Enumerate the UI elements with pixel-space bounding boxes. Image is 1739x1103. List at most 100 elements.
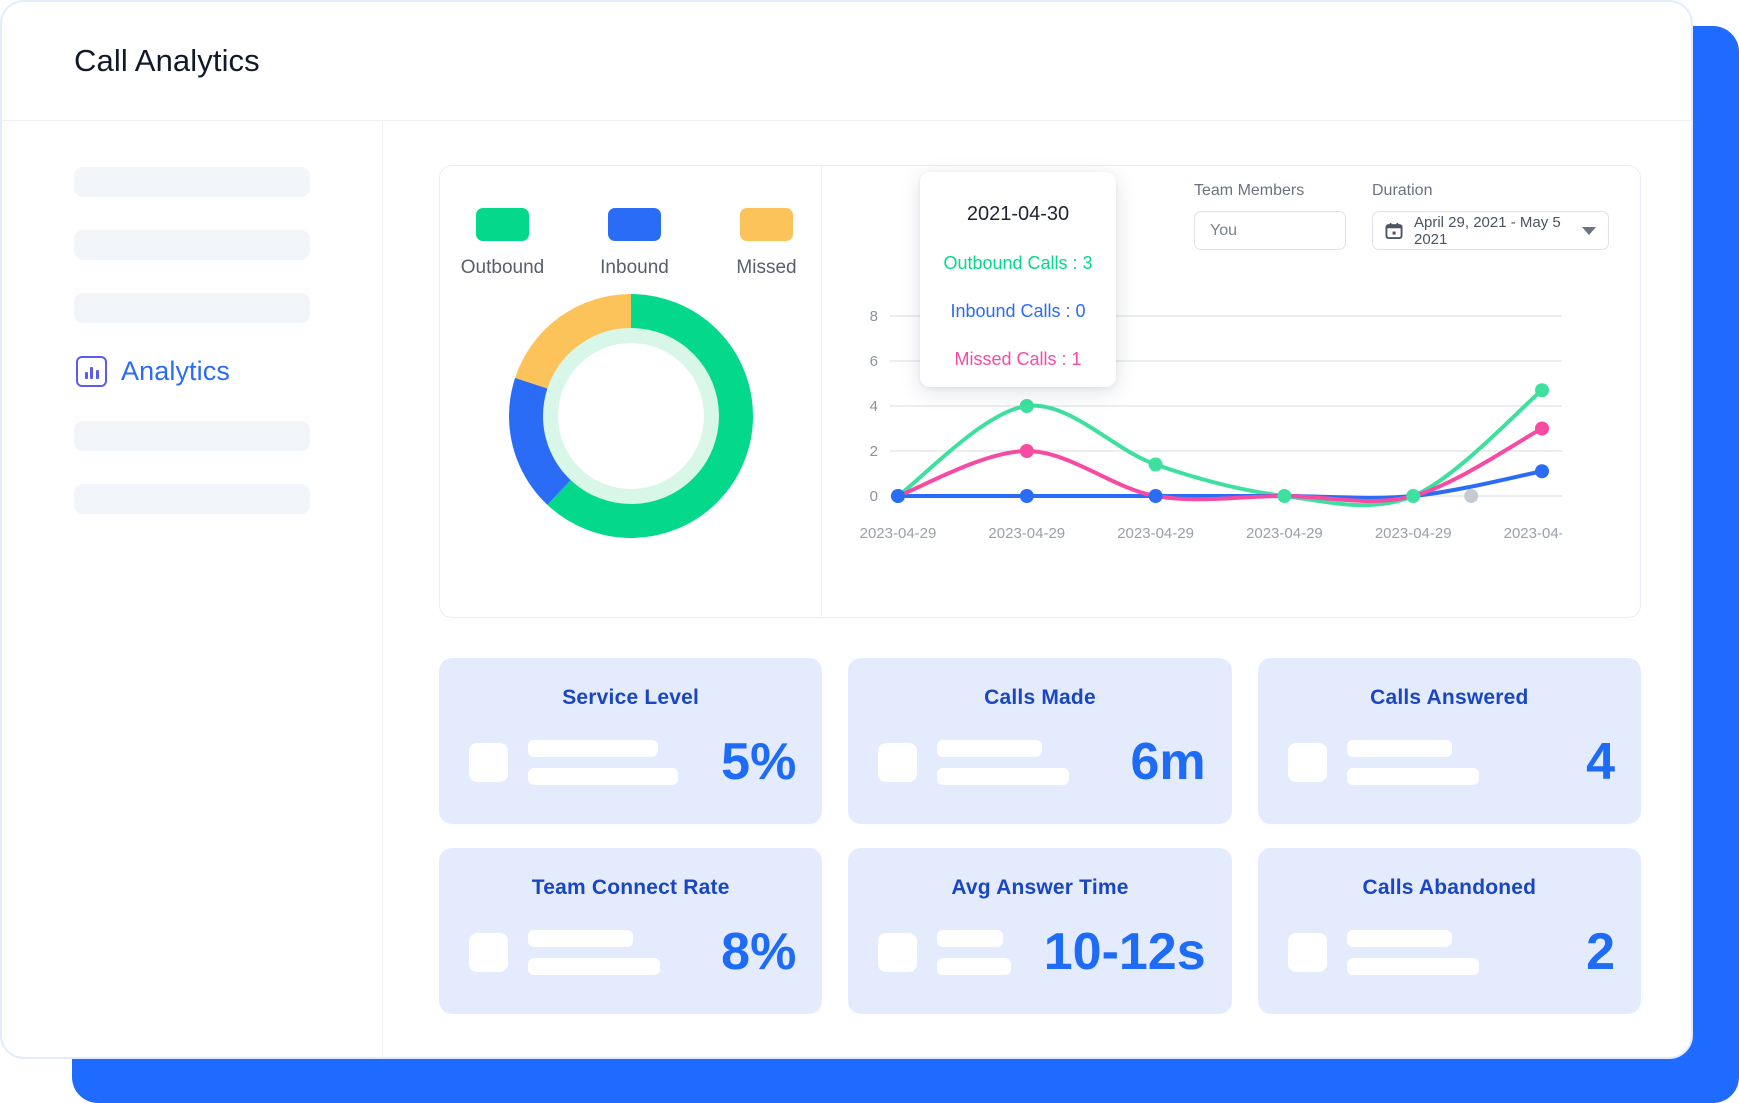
legend-item-missed[interactable]: Missed	[727, 208, 807, 279]
kpi-title: Avg Answer Time	[951, 876, 1129, 899]
charts-card: Outbound Inbound Missed	[439, 165, 1641, 618]
kpi-body: 5%	[469, 736, 796, 788]
kpi-card-calls-answered[interactable]: Calls Answered 4	[1257, 658, 1641, 824]
kpi-title: Team Connect Rate	[531, 876, 730, 899]
chart-tooltip: 2021-04-30 Outbound Calls : 3 Inbound Ca…	[920, 172, 1116, 387]
legend-label-outbound: Outbound	[460, 257, 545, 278]
kpi-card-service-level[interactable]: Service Level 5%	[439, 658, 823, 824]
series-line	[896, 469, 1544, 500]
chart-series-group	[891, 383, 1549, 508]
series-point[interactable]	[1019, 399, 1034, 413]
sidebar-placeholder-item[interactable]	[74, 293, 310, 323]
duration-control: Duration April 29, 202	[1372, 182, 1609, 250]
series-point[interactable]	[1535, 421, 1549, 436]
kpi-body: 4	[1287, 733, 1615, 791]
donut-segment-inbound	[508, 294, 753, 538]
team-members-control: Team Members You	[1194, 182, 1346, 250]
kpi-icon-placeholder	[1287, 932, 1327, 972]
x-axis-tick: 2023-04-29	[860, 525, 937, 542]
app-window: Call Analytics Analytics	[0, 0, 1693, 1059]
kpi-card-calls-made[interactable]: Calls Made 6m	[848, 658, 1232, 824]
team-members-input[interactable]: You	[1194, 211, 1346, 250]
kpi-title: Calls Answered	[1370, 686, 1529, 709]
bar-chart-icon	[76, 356, 107, 387]
kpi-text-placeholder	[528, 929, 660, 975]
app-header: Call Analytics	[2, 2, 1691, 121]
sidebar-item-analytics[interactable]: Analytics	[76, 356, 310, 387]
kpi-text-placeholder	[1346, 739, 1479, 785]
kpi-icon-placeholder	[878, 742, 918, 782]
kpi-body: 8%	[469, 926, 796, 978]
chevron-down-icon[interactable]	[1582, 226, 1596, 235]
x-axis-tick: 2023-04-29	[1504, 525, 1562, 542]
legend-label-inbound: Inbound	[600, 257, 669, 278]
legend-swatch-outbound	[476, 208, 529, 241]
chart-legend: Outbound Inbound Missed	[440, 208, 821, 279]
sidebar-item-label: Analytics	[121, 356, 230, 386]
kpi-text-placeholder	[1346, 929, 1479, 975]
kpi-icon-placeholder	[469, 742, 508, 782]
series-point[interactable]	[1277, 489, 1292, 503]
chart-x-axis-labels: 2023-04-29 2023-04-29 2023-04-29 2023-04-29…	[860, 525, 1562, 542]
kpi-icon-placeholder	[469, 932, 508, 972]
sidebar-placeholder-item[interactable]	[74, 230, 310, 260]
series-point[interactable]	[1148, 457, 1163, 472]
duration-daterange-picker[interactable]: April 29, 2021 - May 5 2021	[1372, 211, 1609, 250]
calendar-icon	[1385, 222, 1403, 239]
kpi-body: 6m	[878, 736, 1206, 788]
donut-chart[interactable]	[508, 294, 753, 538]
series-point[interactable]	[1535, 383, 1549, 398]
sidebar-placeholder-item[interactable]	[74, 421, 310, 451]
kpi-title: Calls Made	[984, 686, 1096, 709]
sidebar-placeholder-item[interactable]	[74, 484, 310, 514]
page-title: Call Analytics	[74, 43, 260, 78]
sidebar-placeholder-item[interactable]	[74, 167, 310, 197]
kpi-value: 4	[1586, 733, 1615, 791]
tooltip-row-missed: Missed Calls : 1	[954, 349, 1082, 369]
series-point[interactable]	[1019, 489, 1034, 503]
duration-label: Duration	[1372, 182, 1433, 199]
series-line	[896, 426, 1544, 503]
legend-swatch-missed	[740, 208, 793, 241]
kpi-title: Service Level	[562, 686, 700, 709]
legend-item-inbound[interactable]: Inbound	[595, 208, 675, 279]
series-point-muted[interactable]	[1464, 489, 1479, 503]
legend-swatch-inbound	[608, 208, 661, 241]
team-members-value: You	[1210, 221, 1237, 239]
kpi-card-calls-abandoned[interactable]: Calls Abandoned 2	[1257, 848, 1641, 1014]
tooltip-date: 2021-04-30	[966, 203, 1070, 225]
y-axis-tick: 4	[870, 398, 878, 415]
series-point[interactable]	[1535, 464, 1549, 479]
series-point[interactable]	[891, 489, 905, 503]
series-point[interactable]	[1019, 444, 1034, 458]
series-point[interactable]	[1148, 489, 1163, 503]
kpi-value: 2	[1586, 923, 1615, 981]
x-axis-tick: 2023-04-29	[1375, 525, 1452, 542]
app-body: Analytics Outbound	[2, 121, 1691, 1057]
kpi-card-team-connect-rate[interactable]: Team Connect Rate 8%	[439, 848, 823, 1014]
kpi-value: 10-12s	[1043, 923, 1206, 981]
donut-chart-svg	[508, 294, 753, 538]
legend-item-outbound[interactable]: Outbound	[460, 208, 545, 279]
series-point[interactable]	[1406, 489, 1421, 503]
tooltip-row-inbound: Inbound Calls : 0	[950, 301, 1086, 321]
main-content: Outbound Inbound Missed	[383, 121, 1691, 1057]
line-chart-panel: Team Members You Duration	[822, 166, 1640, 617]
chart-y-axis-labels: 0 2 4 6 8	[870, 308, 878, 505]
kpi-title: Calls Abandoned	[1362, 876, 1537, 899]
kpi-body: 10-12s	[878, 923, 1206, 981]
kpi-card-avg-answer-time[interactable]: Avg Answer Time 10-12s	[848, 848, 1232, 1014]
tooltip-row-outbound: Outbound Calls : 3	[943, 253, 1093, 273]
sidebar: Analytics	[2, 121, 383, 1057]
x-axis-tick: 2023-04-29	[988, 525, 1065, 542]
donut-segment-missed	[508, 294, 753, 538]
kpi-text-placeholder	[937, 929, 1012, 975]
chart-controls: Team Members You Duration	[1194, 182, 1609, 250]
duration-value: April 29, 2021 - May 5 2021	[1414, 213, 1561, 248]
y-axis-tick: 8	[870, 308, 878, 325]
kpi-icon-placeholder	[878, 932, 918, 972]
x-axis-tick: 2023-04-29	[1246, 525, 1323, 542]
donut-chart-panel: Outbound Inbound Missed	[440, 166, 822, 617]
